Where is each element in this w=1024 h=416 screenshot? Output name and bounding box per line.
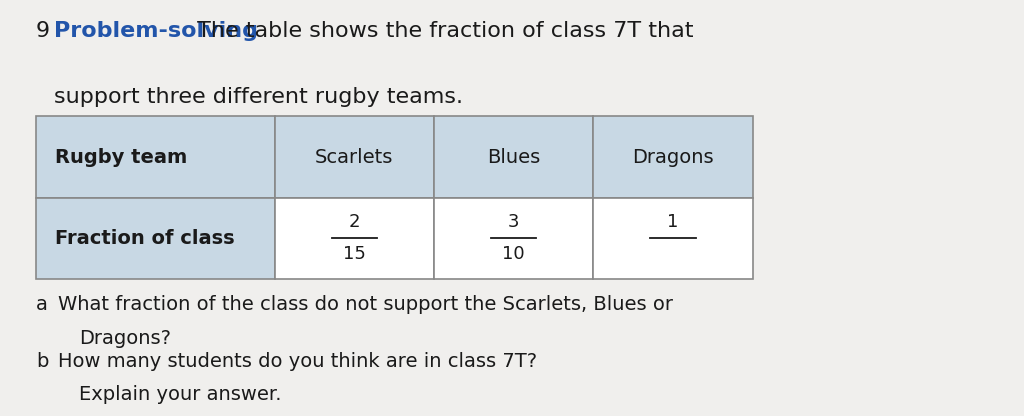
Text: 10: 10: [503, 245, 525, 263]
Text: Problem-solving: Problem-solving: [54, 21, 258, 41]
Bar: [274, 116, 434, 198]
Text: 9: 9: [36, 21, 57, 41]
Bar: [36, 116, 274, 198]
Text: Dragons: Dragons: [632, 148, 714, 166]
Text: Explain your answer.: Explain your answer.: [79, 385, 282, 404]
Bar: [434, 198, 593, 279]
Text: Scarlets: Scarlets: [315, 148, 393, 166]
Text: Fraction of class: Fraction of class: [55, 229, 234, 248]
Text: a: a: [36, 295, 48, 314]
Text: How many students do you think are in class 7T?: How many students do you think are in cl…: [58, 352, 538, 371]
Text: The table shows the fraction of class 7T that: The table shows the fraction of class 7T…: [190, 21, 694, 41]
Text: 15: 15: [343, 245, 366, 263]
Bar: [593, 116, 753, 198]
Text: 2: 2: [348, 213, 360, 231]
Text: Rugby team: Rugby team: [55, 148, 187, 166]
Text: What fraction of the class do not support the Scarlets, Blues or: What fraction of the class do not suppor…: [58, 295, 674, 314]
Text: 3: 3: [508, 213, 519, 231]
Text: Dragons?: Dragons?: [79, 329, 171, 348]
Text: support three different rugby teams.: support three different rugby teams.: [54, 87, 463, 107]
Bar: [36, 198, 274, 279]
Bar: [593, 198, 753, 279]
Bar: [434, 116, 593, 198]
Text: b: b: [36, 352, 48, 371]
Bar: [274, 198, 434, 279]
Text: Blues: Blues: [487, 148, 541, 166]
Text: 1: 1: [668, 213, 679, 231]
